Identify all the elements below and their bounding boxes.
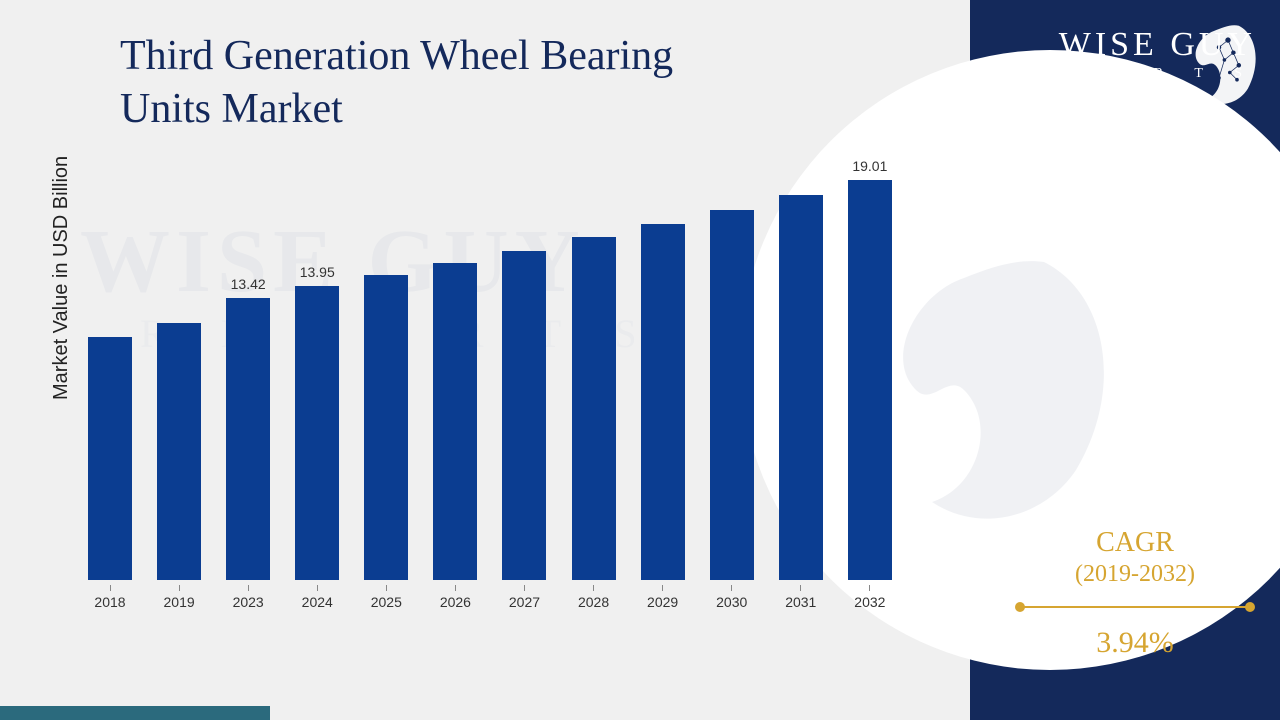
footer-accent-bar — [0, 706, 270, 720]
bar-2031 — [771, 173, 831, 580]
bar-rect — [572, 237, 616, 580]
bar-rect — [848, 180, 892, 580]
bar-rect — [88, 337, 132, 580]
bar-2018 — [80, 315, 140, 580]
bar-2032: 19.01 — [840, 158, 900, 580]
bar-value-label: 19.01 — [852, 158, 887, 176]
cagr-panel: CAGR (2019-2032) 3.94% — [1020, 527, 1250, 660]
bar-value-label: 13.42 — [231, 276, 266, 294]
infographic-canvas: WISE GUY R E P O R T S Third Generation … — [0, 0, 1280, 720]
bar-2030 — [702, 188, 762, 580]
bar-2024: 13.95 — [287, 264, 347, 580]
brand-main: WISE GUY — [993, 26, 1256, 64]
chart-title: Third Generation Wheel BearingUnits Mark… — [120, 30, 673, 135]
x-tick-2019: 2019 — [149, 585, 209, 610]
cagr-range: (2019-2032) — [1020, 561, 1250, 588]
x-tick-2032: 2032 — [840, 585, 900, 610]
x-tick-2030: 2030 — [702, 585, 762, 610]
bar-2029 — [633, 202, 693, 580]
bar-value-label: 13.95 — [300, 264, 335, 282]
x-tick-2026: 2026 — [425, 585, 485, 610]
x-axis: 2018 2019 2023 2024 2025 2026 2027 2028 2029 2030… — [80, 585, 900, 610]
x-tick-2024: 2024 — [287, 585, 347, 610]
bar-rect — [226, 298, 270, 580]
x-tick-2018: 2018 — [80, 585, 140, 610]
bar-2026 — [425, 241, 485, 580]
x-tick-2023: 2023 — [218, 585, 278, 610]
x-tick-2031: 2031 — [771, 585, 831, 610]
bar-2027 — [494, 229, 554, 581]
bar-2023: 13.42 — [218, 276, 278, 580]
bar-rect — [433, 263, 477, 580]
x-tick-2025: 2025 — [356, 585, 416, 610]
x-tick-2029: 2029 — [633, 585, 693, 610]
bar-rect — [295, 286, 339, 580]
bar-rect — [710, 210, 754, 580]
brand-logo-text: WISE GUY R E P O R T S — [993, 26, 1256, 82]
y-axis-label: Market Value in USD Billion — [50, 156, 73, 400]
bar-2019 — [149, 301, 209, 580]
cagr-divider — [1020, 606, 1250, 608]
x-tick-2027: 2027 — [494, 585, 554, 610]
bar-2028 — [564, 215, 624, 580]
bar-rect — [157, 323, 201, 580]
bar-rect — [641, 224, 685, 580]
cagr-title: CAGR — [1020, 527, 1250, 559]
bar-rect — [502, 251, 546, 581]
brand-sub: R E P O R T S — [993, 66, 1256, 82]
bar-2025 — [356, 253, 416, 580]
x-tick-2028: 2028 — [564, 585, 624, 610]
bar-rect — [779, 195, 823, 580]
bar-chart: 13.4213.9519.01 — [80, 180, 900, 580]
bar-rect — [364, 275, 408, 580]
cagr-value: 3.94% — [1020, 626, 1250, 660]
